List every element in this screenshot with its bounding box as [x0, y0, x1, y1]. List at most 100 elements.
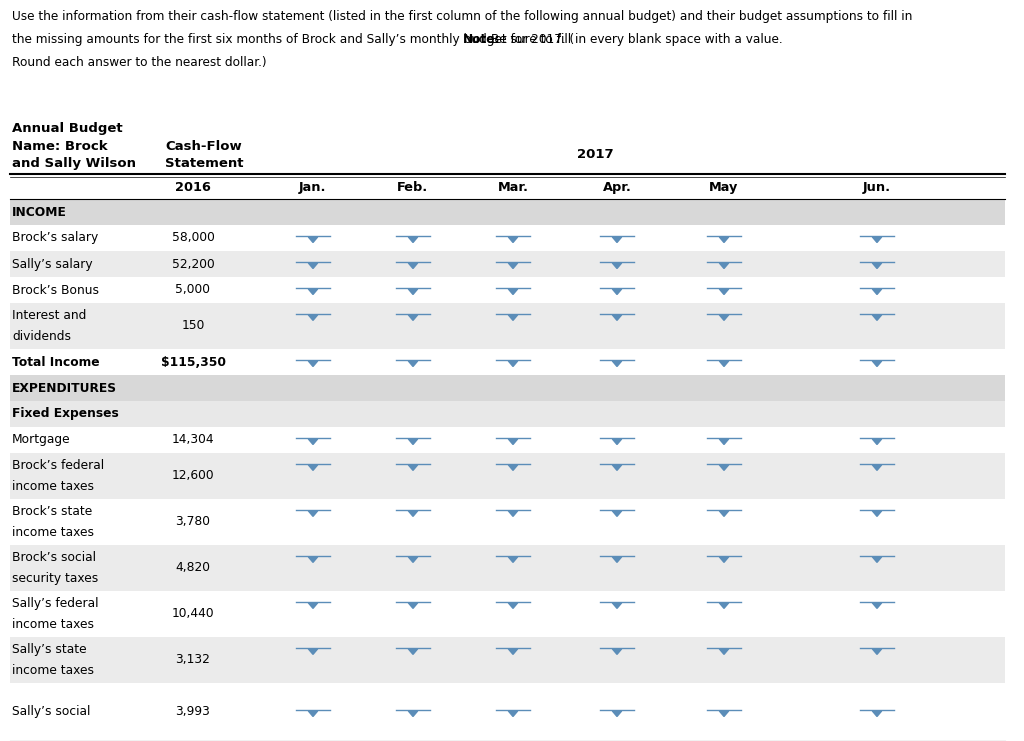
Polygon shape: [409, 711, 418, 717]
Polygon shape: [719, 237, 729, 242]
Text: Sally’s social: Sally’s social: [12, 705, 90, 719]
Text: Jun.: Jun.: [863, 181, 891, 194]
Polygon shape: [872, 439, 882, 445]
Polygon shape: [409, 649, 418, 654]
Text: Note:: Note:: [463, 33, 501, 46]
Text: Annual Budget: Annual Budget: [12, 122, 123, 135]
Polygon shape: [719, 315, 729, 320]
Polygon shape: [612, 289, 622, 294]
Bar: [10, 251, 1005, 277]
Polygon shape: [872, 263, 882, 268]
Polygon shape: [612, 237, 622, 242]
Polygon shape: [409, 237, 418, 242]
Text: Statement: Statement: [165, 157, 244, 170]
Polygon shape: [508, 289, 518, 294]
Text: 2017: 2017: [577, 148, 613, 161]
Polygon shape: [508, 557, 518, 562]
Text: Sally’s salary: Sally’s salary: [12, 258, 92, 270]
Text: Be sure to fill in every blank space with a value.: Be sure to fill in every blank space wit…: [487, 33, 783, 46]
Polygon shape: [872, 557, 882, 562]
Text: income taxes: income taxes: [12, 664, 94, 677]
Polygon shape: [872, 465, 882, 471]
Polygon shape: [508, 315, 518, 320]
Bar: [10, 499, 1005, 545]
Text: 3,993: 3,993: [175, 705, 211, 719]
Text: Brock’s federal: Brock’s federal: [12, 459, 104, 472]
Bar: [10, 453, 1005, 499]
Bar: [10, 427, 1005, 453]
Text: Mar.: Mar.: [498, 181, 528, 194]
Text: Brock’s salary: Brock’s salary: [12, 231, 98, 245]
Polygon shape: [872, 237, 882, 242]
Polygon shape: [409, 603, 418, 608]
Polygon shape: [409, 289, 418, 294]
Polygon shape: [308, 263, 317, 268]
Text: Interest and: Interest and: [12, 310, 86, 322]
Polygon shape: [719, 557, 729, 562]
Bar: [10, 683, 1005, 741]
Polygon shape: [308, 711, 317, 717]
Text: May: May: [710, 181, 738, 194]
Polygon shape: [308, 465, 317, 471]
Bar: [10, 303, 1005, 349]
Polygon shape: [872, 603, 882, 608]
Text: Use the information from their cash-flow statement (listed in the first column o: Use the information from their cash-flow…: [12, 10, 912, 23]
Polygon shape: [872, 649, 882, 654]
Bar: [10, 277, 1005, 303]
Text: Feb.: Feb.: [397, 181, 429, 194]
Polygon shape: [308, 511, 317, 516]
Text: Jan.: Jan.: [299, 181, 327, 194]
Text: Brock’s social: Brock’s social: [12, 551, 96, 565]
Polygon shape: [872, 511, 882, 516]
Polygon shape: [719, 289, 729, 294]
Text: Sally’s federal: Sally’s federal: [12, 597, 98, 611]
Polygon shape: [719, 711, 729, 717]
Text: 4,820: 4,820: [175, 562, 211, 574]
Text: income taxes: income taxes: [12, 525, 94, 539]
Polygon shape: [508, 649, 518, 654]
Text: 2016: 2016: [175, 181, 211, 194]
Polygon shape: [612, 361, 622, 367]
Text: 10,440: 10,440: [172, 608, 214, 620]
Polygon shape: [308, 439, 317, 445]
Bar: [10, 637, 1005, 683]
Polygon shape: [409, 439, 418, 445]
Polygon shape: [612, 557, 622, 562]
Polygon shape: [719, 439, 729, 445]
Text: 3,780: 3,780: [175, 516, 211, 528]
Polygon shape: [508, 603, 518, 608]
Text: Brock’s state: Brock’s state: [12, 505, 92, 519]
Polygon shape: [719, 511, 729, 516]
Polygon shape: [508, 511, 518, 516]
Text: Sally’s state: Sally’s state: [12, 643, 87, 657]
Polygon shape: [719, 263, 729, 268]
Polygon shape: [872, 315, 882, 320]
Text: Total Income: Total Income: [12, 356, 99, 368]
Polygon shape: [719, 465, 729, 471]
Polygon shape: [612, 649, 622, 654]
Bar: [10, 591, 1005, 637]
Polygon shape: [308, 649, 317, 654]
Text: and Sally Wilson: and Sally Wilson: [12, 157, 136, 170]
Bar: [10, 401, 1005, 427]
Polygon shape: [409, 263, 418, 268]
Text: Name: Brock: Name: Brock: [12, 140, 108, 153]
Text: 150: 150: [181, 319, 205, 333]
Bar: [10, 545, 1005, 591]
Text: income taxes: income taxes: [12, 479, 94, 493]
Text: Apr.: Apr.: [602, 181, 632, 194]
Polygon shape: [508, 711, 518, 717]
Polygon shape: [612, 603, 622, 608]
Text: the missing amounts for the first six months of Brock and Sally’s monthly budget: the missing amounts for the first six mo…: [12, 33, 574, 46]
Polygon shape: [508, 439, 518, 445]
Polygon shape: [308, 361, 317, 367]
Polygon shape: [409, 465, 418, 471]
Polygon shape: [612, 465, 622, 471]
Bar: [10, 225, 1005, 251]
Polygon shape: [612, 511, 622, 516]
Text: 58,000: 58,000: [172, 231, 214, 245]
Polygon shape: [308, 603, 317, 608]
Text: dividends: dividends: [12, 330, 71, 342]
Polygon shape: [872, 289, 882, 294]
Bar: [10, 199, 1005, 225]
